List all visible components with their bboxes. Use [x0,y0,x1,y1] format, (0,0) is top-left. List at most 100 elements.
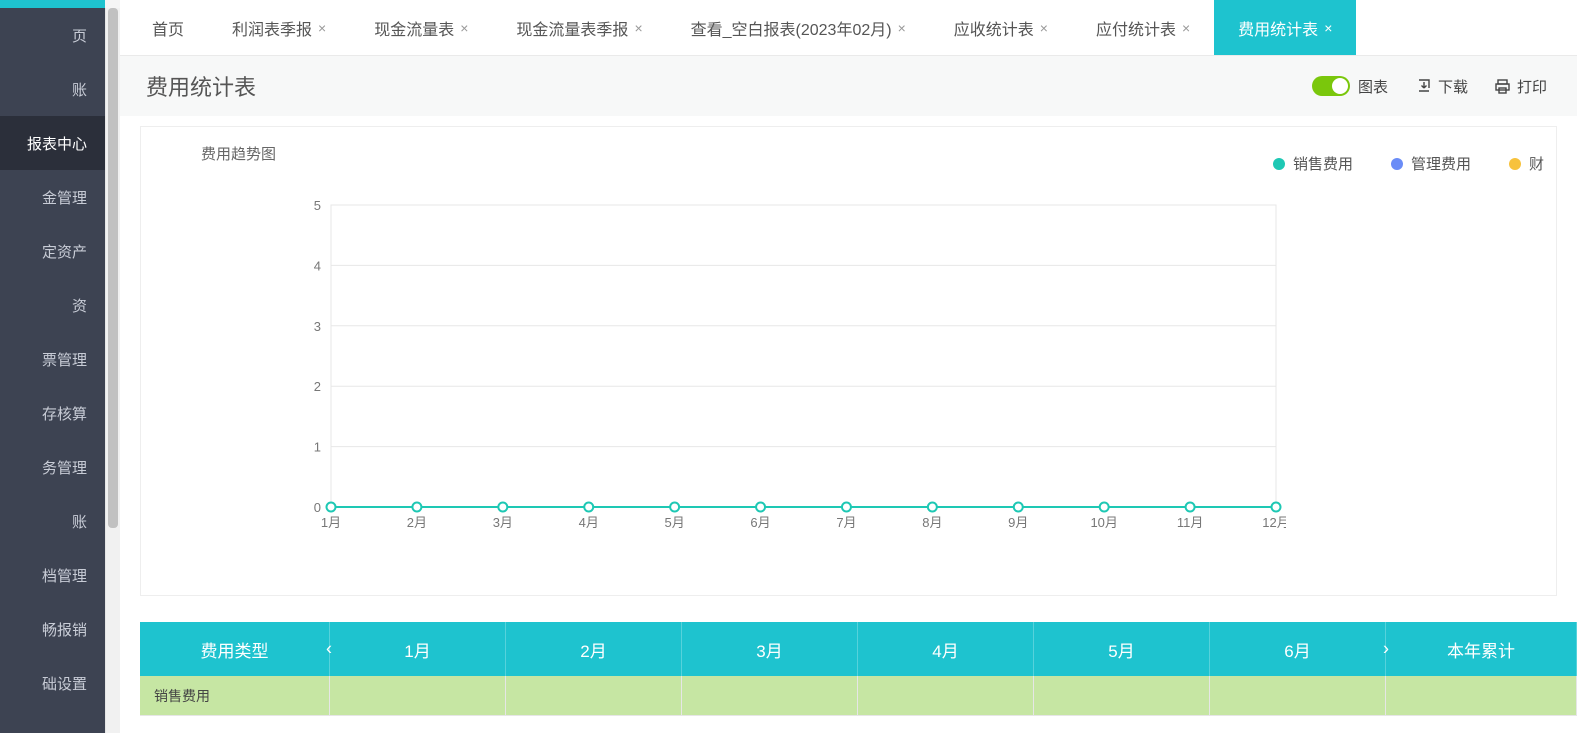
tab-label: 应收统计表 [954,16,1034,40]
tab-7[interactable]: 费用统计表 × [1214,0,1356,55]
th-month-3: 4月 [858,622,1034,676]
svg-text:2: 2 [314,379,321,394]
th-month-2: 3月 [682,622,858,676]
sidebar-item-8[interactable]: 务管理 [0,440,105,494]
th-month-4: 5月 [1034,622,1210,676]
tab-0[interactable]: 首页 [128,0,208,55]
tab-label: 现金流量表 [374,16,454,40]
print-button[interactable]: 打印 [1494,76,1547,97]
th-month-0: 1月‹ [330,622,506,676]
sidebar: 页账报表中心金管理定资产资票管理存核算务管理账档管理畅报销础设置 [0,8,105,733]
svg-text:5: 5 [314,199,321,213]
td-month-0 [330,676,506,716]
tab-label: 费用统计表 [1238,16,1318,40]
sidebar-item-11[interactable]: 畅报销 [0,602,105,656]
sidebar-item-12[interactable]: 础设置 [0,656,105,710]
svg-text:4: 4 [314,258,321,273]
table-header-row: 费用类型1月‹2月3月4月5月6月›本年累计 [140,622,1577,676]
tab-4[interactable]: 查看_空白报表(2023年02月) × [667,0,930,55]
sidebar-item-0[interactable]: 页 [0,8,105,62]
svg-text:0: 0 [314,500,321,515]
td-month-3 [858,676,1034,716]
sidebar-item-1[interactable]: 账 [0,62,105,116]
close-icon[interactable]: × [634,20,642,36]
th-total: 本年累计 [1386,622,1577,676]
brand-stripe [0,0,105,8]
prev-months-icon[interactable]: ‹ [326,639,332,660]
tab-label: 现金流量表季报 [516,16,628,40]
legend-label: 销售费用 [1293,153,1353,174]
chart-card: 费用趋势图 销售费用管理费用财 0123451月2月3月4月5月6月7月8月9月… [140,126,1557,596]
legend-item-2[interactable]: 财 [1509,153,1544,174]
sidebar-scrollbar[interactable] [105,8,120,733]
tab-2[interactable]: 现金流量表 × [350,0,492,55]
td-month-5 [1210,676,1386,716]
svg-text:1月: 1月 [321,515,341,530]
chart-toggle-label: 图表 [1358,76,1388,97]
legend-item-0[interactable]: 销售费用 [1273,153,1353,174]
close-icon[interactable]: × [1040,20,1048,36]
sidebar-item-5[interactable]: 资 [0,278,105,332]
legend-item-1[interactable]: 管理费用 [1391,153,1471,174]
print-label: 打印 [1517,76,1547,97]
svg-text:3: 3 [314,319,321,334]
td-month-4 [1034,676,1210,716]
close-icon[interactable]: × [1324,20,1332,36]
tab-5[interactable]: 应收统计表 × [930,0,1072,55]
sidebar-item-3[interactable]: 金管理 [0,170,105,224]
td-month-2 [682,676,858,716]
page-title: 费用统计表 [146,70,256,102]
close-icon[interactable]: × [1182,20,1190,36]
print-icon [1494,78,1511,95]
legend-label: 财 [1529,153,1544,174]
download-label: 下载 [1438,76,1468,97]
svg-text:3月: 3月 [493,515,513,530]
tab-label: 首页 [152,16,184,40]
close-icon[interactable]: × [460,20,468,36]
tabs-bar: 首页 利润表季报 × 现金流量表 × 现金流量表季报 × 查看_空白报表(2023年02月) ×… [120,0,1577,56]
tab-6[interactable]: 应付统计表 × [1072,0,1214,55]
tab-label: 查看_空白报表(2023年02月) [691,16,892,40]
legend-dot [1391,158,1403,170]
sidebar-item-7[interactable]: 存核算 [0,386,105,440]
sidebar-item-9[interactable]: 账 [0,494,105,548]
tab-label: 利润表季报 [232,16,312,40]
svg-text:4月: 4月 [579,515,599,530]
td-type: 销售费用 [140,676,330,716]
table-row[interactable]: 销售费用 [140,676,1577,716]
th-month-1: 2月 [506,622,682,676]
sidebar-item-6[interactable]: 票管理 [0,332,105,386]
svg-text:7月: 7月 [836,515,856,530]
sidebar-item-2[interactable]: 报表中心 [0,116,105,170]
svg-text:5月: 5月 [665,515,685,530]
chart-toggle[interactable] [1312,76,1350,96]
svg-text:12月: 12月 [1262,515,1286,530]
chart-legend: 销售费用 管理费用 财 [1273,153,1544,174]
svg-text:1: 1 [314,440,321,455]
download-icon [1416,78,1432,94]
legend-dot [1273,158,1285,170]
th-month-5: 6月› [1210,622,1386,676]
tab-3[interactable]: 现金流量表季报 × [492,0,666,55]
sidebar-item-10[interactable]: 档管理 [0,548,105,602]
chart-plot: 0123451月2月3月4月5月6月7月8月9月10月11月12月 [301,199,1286,535]
expense-table: 费用类型1月‹2月3月4月5月6月›本年累计 销售费用 [140,622,1577,733]
main-area: 首页 利润表季报 × 现金流量表 × 现金流量表季报 × 查看_空白报表(2023年02月) ×… [120,0,1577,733]
svg-text:9月: 9月 [1008,515,1028,530]
download-button[interactable]: 下载 [1416,76,1468,97]
svg-text:6月: 6月 [750,515,770,530]
td-month-1 [506,676,682,716]
close-icon[interactable]: × [318,20,326,36]
tab-label: 应付统计表 [1096,16,1176,40]
svg-text:8月: 8月 [922,515,942,530]
td-total [1386,676,1577,716]
svg-text:11月: 11月 [1177,515,1204,530]
legend-dot [1509,158,1521,170]
chart-title: 费用趋势图 [201,143,276,164]
th-type: 费用类型 [140,622,330,676]
sidebar-item-4[interactable]: 定资产 [0,224,105,278]
scrollbar-thumb[interactable] [108,8,118,528]
tab-1[interactable]: 利润表季报 × [208,0,350,55]
close-icon[interactable]: × [898,20,906,36]
page-header: 费用统计表 图表 下载 打印 [120,56,1577,116]
